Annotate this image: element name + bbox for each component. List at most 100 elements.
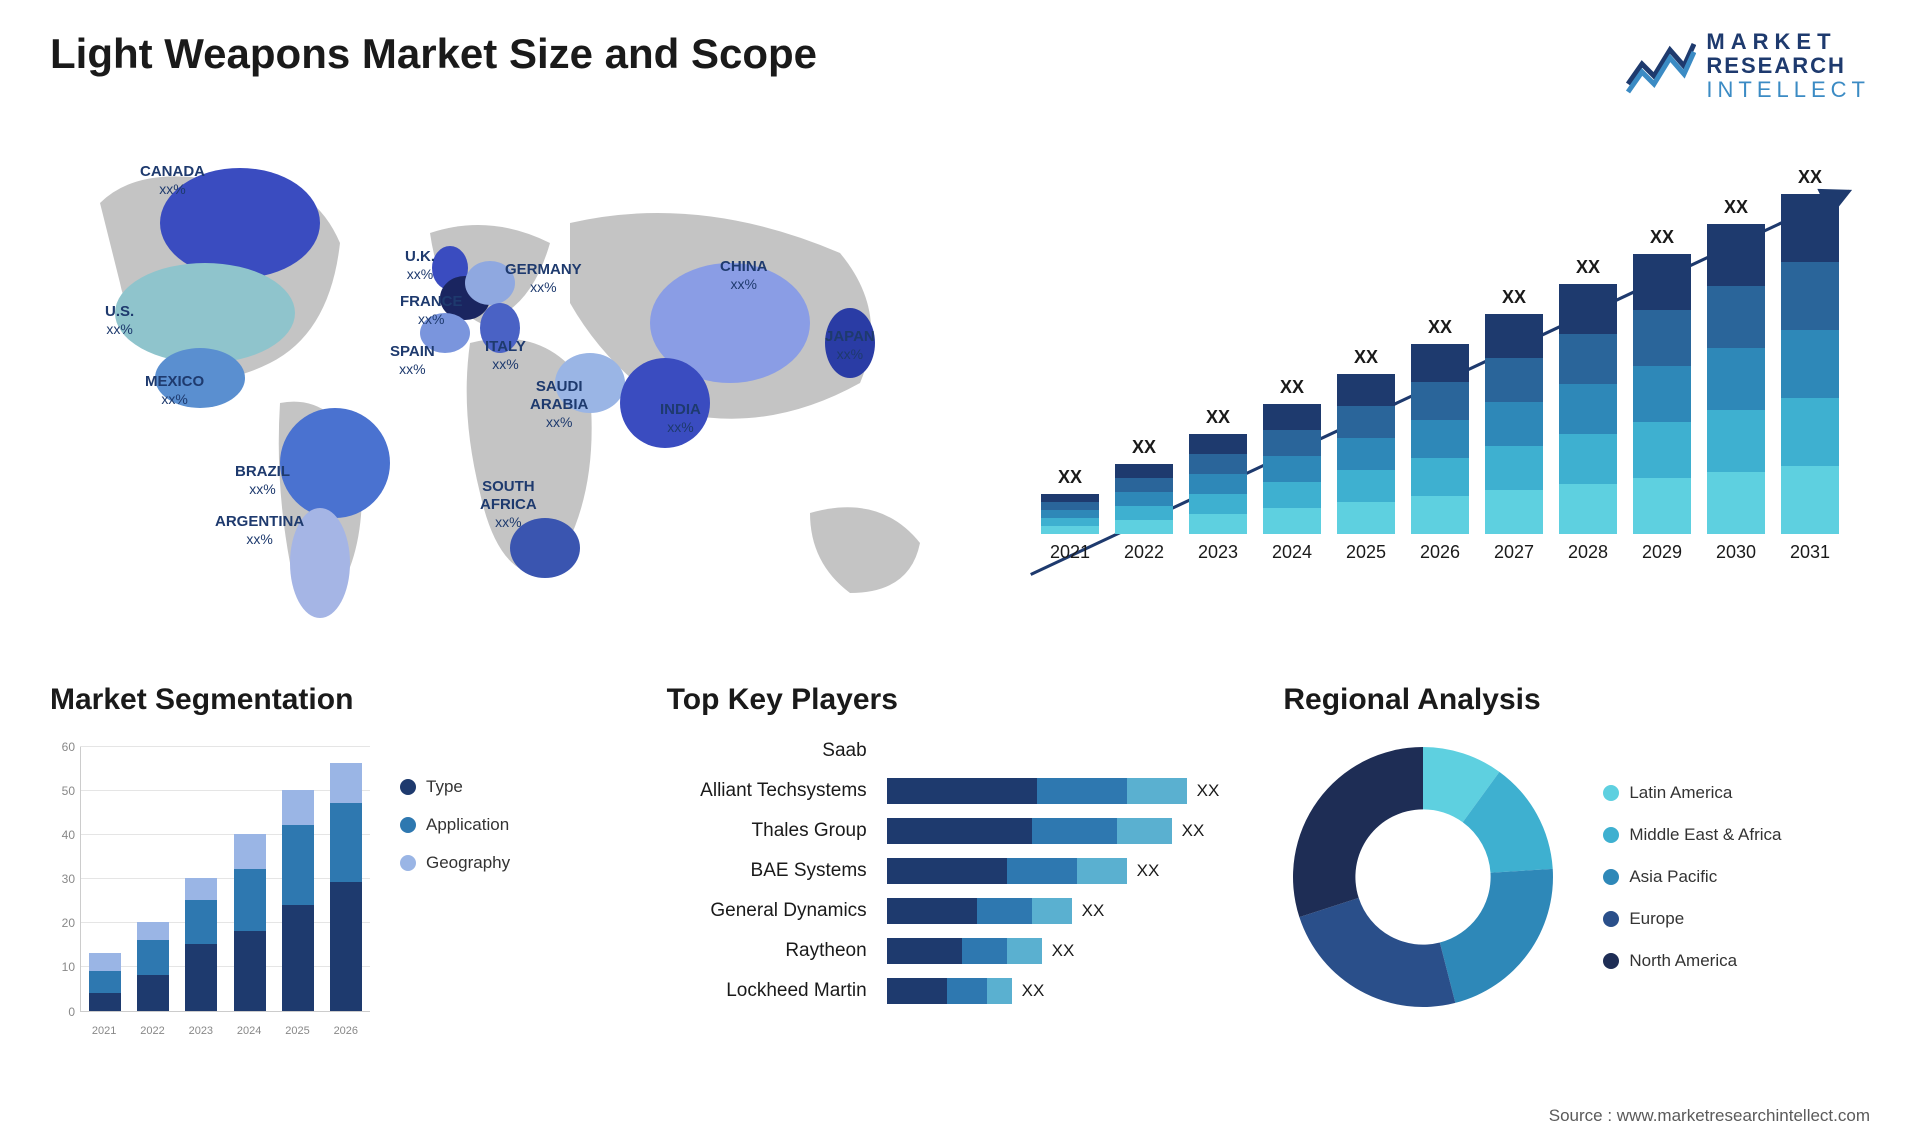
map-label-mexico: MEXICOxx% — [145, 373, 204, 409]
growth-year-label: 2030 — [1716, 542, 1756, 563]
player-name: Alliant Techsystems — [667, 777, 867, 805]
player-value-label: XX — [1052, 941, 1075, 961]
segmentation-chart: 0102030405060 202120222023202420252026 — [50, 737, 370, 1037]
map-label-brazil: BRAZILxx% — [235, 463, 290, 499]
regional-panel: Regional Analysis Latin AmericaMiddle Ea… — [1283, 683, 1870, 1037]
seg-bar-2024 — [232, 834, 268, 1011]
legend-dot-icon — [1603, 869, 1619, 885]
player-bar-row: XX — [887, 817, 1254, 845]
growth-year-label: 2027 — [1494, 542, 1534, 563]
player-bar-row: XX — [887, 977, 1254, 1005]
player-bar-row: XX — [887, 857, 1254, 885]
player-name: BAE Systems — [667, 857, 867, 885]
player-name: Saab — [667, 737, 867, 765]
player-bar-row — [887, 737, 1254, 765]
legend-dot-icon — [1603, 953, 1619, 969]
map-label-spain: SPAINxx% — [390, 343, 435, 379]
map-label-canada: CANADAxx% — [140, 163, 205, 199]
growth-bar-2030: XX 2030 — [1704, 197, 1768, 563]
map-label-india: INDIAxx% — [660, 401, 701, 437]
growth-bar-2028: XX 2028 — [1556, 257, 1620, 563]
growth-value-label: XX — [1354, 347, 1378, 368]
growth-year-label: 2022 — [1124, 542, 1164, 563]
growth-value-label: XX — [1058, 467, 1082, 488]
map-label-u-s-: U.S.xx% — [105, 303, 134, 339]
seg-bar-2021 — [87, 953, 123, 1010]
seg-ytick: 60 — [50, 740, 75, 754]
regional-legend: Latin AmericaMiddle East & AfricaAsia Pa… — [1603, 783, 1781, 971]
world-map-panel: CANADAxx% U.S.xx% MEXICOxx% BRAZILxx% ARGENT… — [50, 133, 970, 643]
growth-bar-2026: XX2026 — [1408, 317, 1472, 563]
growth-year-label: 2024 — [1272, 542, 1312, 563]
growth-bar-2029: XX 2029 — [1630, 227, 1694, 563]
seg-legend-geography: Geography — [400, 853, 510, 873]
growth-year-label: 2026 — [1420, 542, 1460, 563]
growth-year-label: 2028 — [1568, 542, 1608, 563]
top-players-panel: Top Key Players SaabAlliant TechsystemsT… — [667, 683, 1254, 1037]
growth-bar-2024: XX 2024 — [1260, 377, 1324, 563]
map-label-south-africa: SOUTHAFRICAxx% — [480, 478, 537, 532]
growth-year-label: 2031 — [1790, 542, 1830, 563]
legend-dot-icon — [1603, 911, 1619, 927]
seg-ytick: 20 — [50, 916, 75, 930]
logo-mark-icon — [1626, 36, 1696, 96]
growth-value-label: XX — [1576, 257, 1600, 278]
map-label-saudi-arabia: SAUDIARABIAxx% — [530, 378, 588, 432]
seg-year-label: 2021 — [92, 1025, 116, 1037]
player-value-label: XX — [1197, 781, 1220, 801]
seg-bar-2022 — [135, 922, 171, 1010]
seg-year-label: 2025 — [285, 1025, 309, 1037]
map-label-france: FRANCExx% — [400, 293, 463, 329]
map-label-argentina: ARGENTINAxx% — [215, 513, 304, 549]
seg-year-label: 2023 — [189, 1025, 213, 1037]
player-name: Thales Group — [667, 817, 867, 845]
seg-legend-application: Application — [400, 815, 510, 835]
player-name: Raytheon — [667, 937, 867, 965]
map-label-japan: JAPANxx% — [825, 328, 875, 364]
regional-legend-item: Europe — [1603, 909, 1781, 929]
seg-ytick: 0 — [50, 1005, 75, 1019]
seg-ytick: 40 — [50, 828, 75, 842]
player-name: General Dynamics — [667, 897, 867, 925]
growth-year-label: 2023 — [1198, 542, 1238, 563]
regional-legend-item: Latin America — [1603, 783, 1781, 803]
seg-bar-2026 — [328, 763, 364, 1010]
growth-year-label: 2029 — [1642, 542, 1682, 563]
regional-legend-item: Asia Pacific — [1603, 867, 1781, 887]
logo-text-1: MARKET — [1706, 30, 1870, 54]
page-title: Light Weapons Market Size and Scope — [50, 30, 817, 78]
seg-year-label: 2024 — [237, 1025, 261, 1037]
seg-year-label: 2026 — [334, 1025, 358, 1037]
legend-dot-icon — [1603, 785, 1619, 801]
player-value-label: XX — [1022, 981, 1045, 1001]
growth-value-label: XX — [1798, 167, 1822, 188]
segmentation-legend: Type Application Geography — [400, 737, 510, 1037]
seg-bar-2025 — [280, 790, 316, 1011]
logo-text-2: RESEARCH — [1706, 54, 1870, 78]
growth-bar-2025: XX2025 — [1334, 347, 1398, 563]
player-bar-row: XX — [887, 937, 1254, 965]
growth-bar-2021: XX 2021 — [1038, 467, 1102, 563]
regional-donut-chart — [1283, 737, 1563, 1017]
player-bar-row: XX — [887, 897, 1254, 925]
map-label-germany: GERMANYxx% — [505, 261, 582, 297]
growth-year-label: 2021 — [1050, 542, 1090, 563]
legend-dot-icon — [400, 855, 416, 871]
donut-seg-asia-pacific — [1440, 868, 1553, 1002]
growth-value-label: XX — [1502, 287, 1526, 308]
brand-logo: MARKET RESEARCH INTELLECT — [1626, 30, 1870, 103]
segmentation-title: Market Segmentation — [50, 683, 637, 717]
growth-value-label: XX — [1724, 197, 1748, 218]
seg-legend-type: Type — [400, 777, 510, 797]
segmentation-panel: Market Segmentation 0102030405060 202120… — [50, 683, 637, 1037]
player-bar-row: XX — [887, 777, 1254, 805]
map-label-italy: ITALYxx% — [485, 338, 526, 374]
seg-ytick: 30 — [50, 872, 75, 886]
player-name: Lockheed Martin — [667, 977, 867, 1005]
seg-ytick: 50 — [50, 784, 75, 798]
growth-value-label: XX — [1280, 377, 1304, 398]
growth-value-label: XX — [1650, 227, 1674, 248]
regional-title: Regional Analysis — [1283, 683, 1870, 717]
player-value-label: XX — [1137, 861, 1160, 881]
growth-bar-2031: XX 2031 — [1778, 167, 1842, 563]
